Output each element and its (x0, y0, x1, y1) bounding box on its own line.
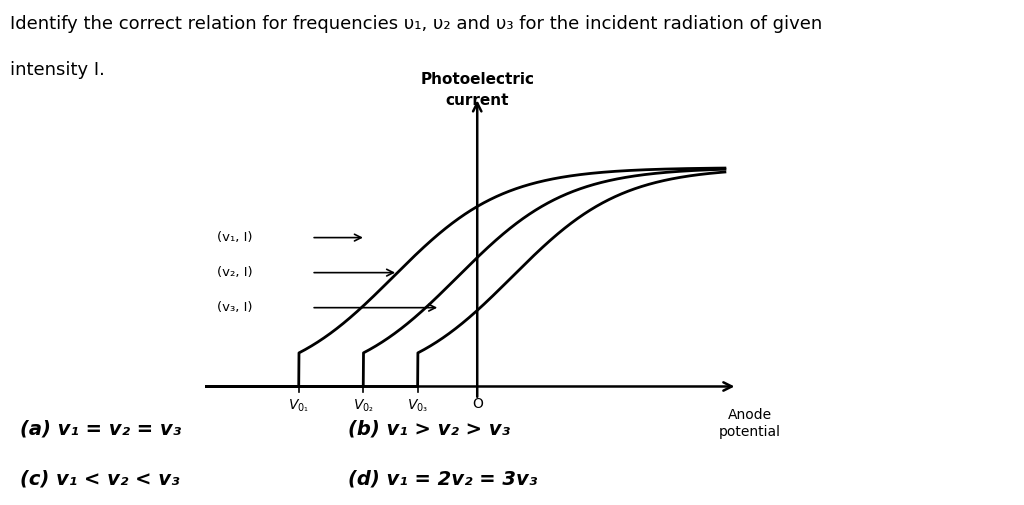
Text: $V_{0₁}$: $V_{0₁}$ (289, 397, 309, 414)
Text: (c) v₁ < v₂ < v₃: (c) v₁ < v₂ < v₃ (20, 470, 180, 489)
Text: (d) v₁ = 2v₂ = 3v₃: (d) v₁ = 2v₂ = 3v₃ (348, 470, 538, 489)
Text: current: current (445, 93, 509, 109)
Text: (b) v₁ > v₂ > v₃: (b) v₁ > v₂ > v₃ (348, 419, 510, 438)
Text: (v₂, I): (v₂, I) (217, 266, 253, 279)
Text: intensity I.: intensity I. (10, 61, 105, 79)
Text: $V_{0₃}$: $V_{0₃}$ (408, 397, 428, 414)
Text: (a) v₁ = v₂ = v₃: (a) v₁ = v₂ = v₃ (20, 419, 181, 438)
Text: Photoelectric: Photoelectric (420, 72, 535, 86)
Text: O: O (472, 397, 482, 412)
Text: Identify the correct relation for frequencies υ₁, υ₂ and υ₃ for the incident rad: Identify the correct relation for freque… (10, 15, 822, 33)
Text: (v₃, I): (v₃, I) (217, 301, 253, 314)
Text: $V_{0₂}$: $V_{0₂}$ (353, 397, 374, 414)
Text: (v₁, I): (v₁, I) (217, 231, 253, 244)
Text: Anode
potential: Anode potential (719, 409, 780, 438)
